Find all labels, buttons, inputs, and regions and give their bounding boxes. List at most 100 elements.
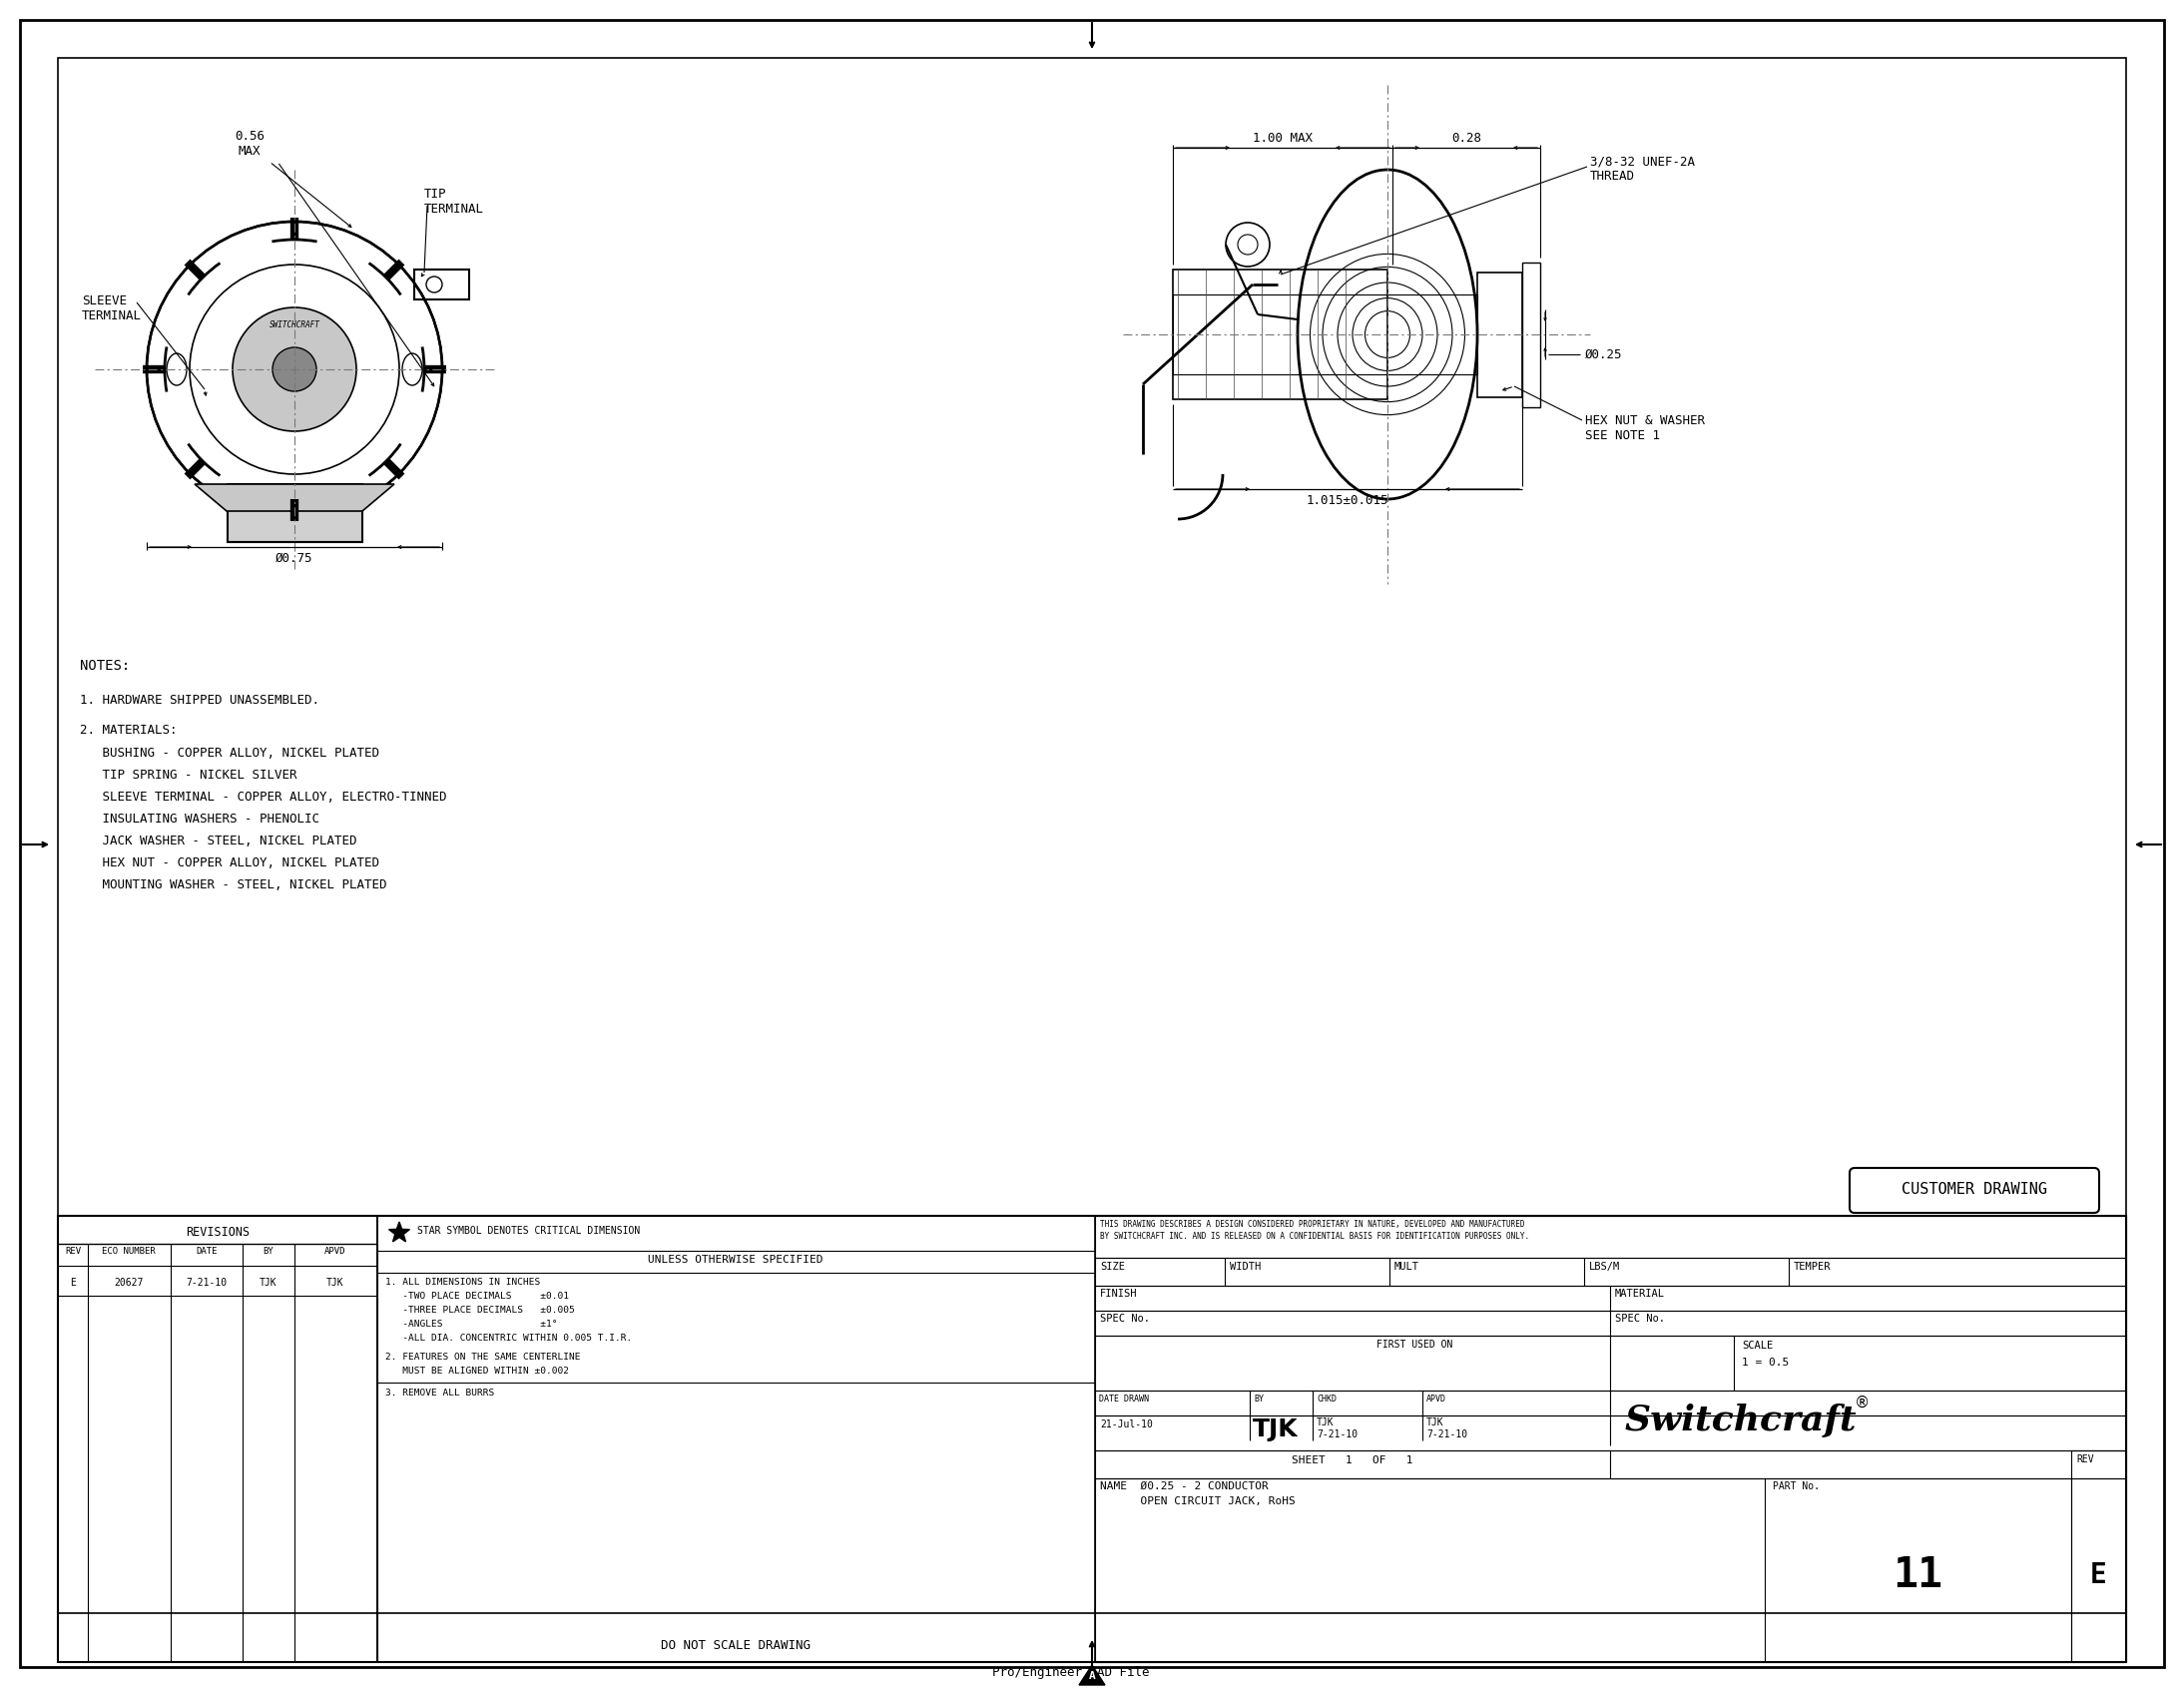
Bar — [1173, 294, 1476, 375]
Text: DO NOT SCALE DRAWING: DO NOT SCALE DRAWING — [662, 1638, 810, 1652]
Text: WIDTH: WIDTH — [1230, 1262, 1260, 1272]
Ellipse shape — [402, 353, 422, 385]
Text: MATERIAL: MATERIAL — [1614, 1289, 1664, 1299]
Text: E: E — [70, 1279, 76, 1287]
Bar — [1094, 1216, 2125, 1258]
Bar — [1476, 272, 1522, 397]
Text: 11: 11 — [1894, 1554, 1942, 1596]
Text: SLEEVE TERMINAL - COPPER ALLOY, ELECTRO-TINNED: SLEEVE TERMINAL - COPPER ALLOY, ELECTRO-… — [81, 790, 448, 804]
Text: THIS DRAWING DESCRIBES A DESIGN CONSIDERED PROPRIETARY IN NATURE, DEVELOPED AND : THIS DRAWING DESCRIBES A DESIGN CONSIDER… — [1101, 1219, 1524, 1230]
Text: BUSHING - COPPER ALLOY, NICKEL PLATED: BUSHING - COPPER ALLOY, NICKEL PLATED — [81, 747, 380, 760]
Text: TJK: TJK — [328, 1279, 345, 1287]
Text: OPEN CIRCUIT JACK, RoHS: OPEN CIRCUIT JACK, RoHS — [1101, 1496, 1295, 1507]
Text: -ANGLES                 ±1°: -ANGLES ±1° — [384, 1319, 557, 1329]
Text: TJK: TJK — [1254, 1417, 1297, 1441]
Text: -TWO PLACE DECIMALS     ±0.01: -TWO PLACE DECIMALS ±0.01 — [384, 1292, 570, 1301]
Text: 3. REMOVE ALL BURRS: 3. REMOVE ALL BURRS — [384, 1388, 494, 1397]
Text: 21-Jul-10: 21-Jul-10 — [1101, 1419, 1153, 1429]
Text: 1. ALL DIMENSIONS IN INCHES: 1. ALL DIMENSIONS IN INCHES — [384, 1279, 539, 1287]
Text: SLEEVE
TERMINAL: SLEEVE TERMINAL — [81, 294, 142, 323]
Text: STAR SYMBOL DENOTES CRITICAL DIMENSION: STAR SYMBOL DENOTES CRITICAL DIMENSION — [417, 1226, 640, 1236]
Text: Ø0.25: Ø0.25 — [1586, 348, 1623, 361]
Text: MUST BE ALIGNED WITHIN ±0.002: MUST BE ALIGNED WITHIN ±0.002 — [384, 1366, 570, 1375]
Text: Pro/Engineer CAD File: Pro/Engineer CAD File — [992, 1665, 1149, 1679]
Bar — [59, 1216, 378, 1662]
Text: NAME  Ø0.25 - 2 CONDUCTOR: NAME Ø0.25 - 2 CONDUCTOR — [1101, 1481, 1269, 1491]
Text: TEMPER: TEMPER — [1793, 1262, 1830, 1272]
Text: APVD: APVD — [1426, 1395, 1446, 1404]
Text: SCALE: SCALE — [1743, 1341, 1773, 1351]
Bar — [1094, 1415, 2125, 1451]
Text: FINISH: FINISH — [1101, 1289, 1138, 1299]
Bar — [1094, 1451, 2125, 1478]
Text: HEX NUT & WASHER
SEE NOTE 1: HEX NUT & WASHER SEE NOTE 1 — [1586, 414, 1706, 443]
Text: APVD: APVD — [325, 1246, 345, 1255]
Polygon shape — [389, 1221, 411, 1241]
Circle shape — [232, 307, 356, 431]
Text: 7-21-10: 7-21-10 — [186, 1279, 227, 1287]
Text: ECO NUMBER: ECO NUMBER — [103, 1246, 155, 1255]
Text: LBS/M: LBS/M — [1590, 1262, 1621, 1272]
Text: UNLESS OTHERWISE SPECIFIED: UNLESS OTHERWISE SPECIFIED — [649, 1255, 823, 1265]
Text: Switchcraft: Switchcraft — [1625, 1404, 1856, 1437]
Text: TJK: TJK — [260, 1279, 277, 1287]
Bar — [59, 1216, 2125, 1662]
Text: 0.56
MAX: 0.56 MAX — [234, 130, 264, 157]
Text: 0.28: 0.28 — [1452, 132, 1481, 145]
Bar — [378, 1216, 1094, 1662]
Bar — [1094, 1311, 2125, 1336]
Text: JACK WASHER - STEEL, NICKEL PLATED: JACK WASHER - STEEL, NICKEL PLATED — [81, 834, 356, 848]
Text: -ALL DIA. CONCENTRIC WITHIN 0.005 T.I.R.: -ALL DIA. CONCENTRIC WITHIN 0.005 T.I.R. — [384, 1334, 631, 1343]
Bar — [1094, 1336, 2125, 1390]
Text: 1. HARDWARE SHIPPED UNASSEMBLED.: 1. HARDWARE SHIPPED UNASSEMBLED. — [81, 694, 319, 706]
Text: ®: ® — [1854, 1395, 1870, 1410]
Text: BY: BY — [1254, 1395, 1265, 1404]
Text: TIP
TERMINAL: TIP TERMINAL — [424, 187, 485, 216]
Bar — [1094, 1285, 2125, 1311]
Text: 1.015±0.015: 1.015±0.015 — [1306, 495, 1389, 507]
Text: SPEC No.: SPEC No. — [1614, 1314, 1664, 1324]
Bar — [1094, 1258, 2125, 1285]
Text: DATE: DATE — [197, 1246, 218, 1255]
Text: CHKD: CHKD — [1317, 1395, 1337, 1404]
Circle shape — [273, 348, 317, 392]
Text: SIZE: SIZE — [1101, 1262, 1125, 1272]
Bar — [415, 270, 470, 299]
Text: REVISIONS: REVISIONS — [186, 1225, 249, 1238]
Text: 2. MATERIALS:: 2. MATERIALS: — [81, 723, 177, 736]
Text: INSULATING WASHERS - PHENOLIC: INSULATING WASHERS - PHENOLIC — [81, 812, 319, 826]
Text: E: E — [2090, 1561, 2108, 1589]
Text: HEX NUT - COPPER ALLOY, NICKEL PLATED: HEX NUT - COPPER ALLOY, NICKEL PLATED — [81, 856, 380, 870]
Text: MOUNTING WASHER - STEEL, NICKEL PLATED: MOUNTING WASHER - STEEL, NICKEL PLATED — [81, 878, 387, 892]
Text: BY: BY — [262, 1246, 273, 1255]
Text: FIRST USED ON: FIRST USED ON — [1376, 1339, 1452, 1350]
Bar — [1094, 1478, 2125, 1662]
Text: 3/8-32 UNEF-2A
THREAD: 3/8-32 UNEF-2A THREAD — [1590, 155, 1695, 182]
Text: Ø0.75: Ø0.75 — [275, 552, 312, 566]
Bar — [1173, 270, 1387, 399]
Text: SWITCHCRAFT: SWITCHCRAFT — [269, 321, 319, 329]
Text: TJK
7-21-10: TJK 7-21-10 — [1426, 1417, 1468, 1439]
Text: 1.00 MAX: 1.00 MAX — [1254, 132, 1313, 145]
Bar — [227, 485, 363, 542]
Text: BY SWITCHCRAFT INC. AND IS RELEASED ON A CONFIDENTIAL BASIS FOR IDENTIFICATION P: BY SWITCHCRAFT INC. AND IS RELEASED ON A… — [1101, 1231, 1529, 1241]
Text: MULT: MULT — [1393, 1262, 1420, 1272]
Text: A: A — [1088, 1670, 1096, 1681]
FancyBboxPatch shape — [1850, 1167, 2099, 1213]
Text: CUSTOMER DRAWING: CUSTOMER DRAWING — [1902, 1182, 2046, 1198]
Bar — [1094, 1390, 2125, 1415]
Text: 20627: 20627 — [114, 1279, 144, 1287]
Text: TIP SPRING - NICKEL SILVER: TIP SPRING - NICKEL SILVER — [81, 768, 297, 782]
Text: PART No.: PART No. — [1773, 1481, 1819, 1491]
Text: 2. FEATURES ON THE SAME CENTERLINE: 2. FEATURES ON THE SAME CENTERLINE — [384, 1353, 581, 1361]
Text: REV: REV — [2077, 1454, 2094, 1464]
Text: DATE DRAWN: DATE DRAWN — [1099, 1395, 1149, 1404]
Text: SHEET   1   OF   1: SHEET 1 OF 1 — [1293, 1456, 1413, 1466]
Polygon shape — [1079, 1665, 1105, 1686]
Text: SPEC No.: SPEC No. — [1101, 1314, 1151, 1324]
Text: REV: REV — [66, 1246, 81, 1255]
Text: 1 = 0.5: 1 = 0.5 — [1743, 1358, 1789, 1368]
Text: -THREE PLACE DECIMALS   ±0.005: -THREE PLACE DECIMALS ±0.005 — [384, 1306, 574, 1314]
Text: TJK
7-21-10: TJK 7-21-10 — [1317, 1417, 1358, 1439]
Ellipse shape — [166, 353, 186, 385]
